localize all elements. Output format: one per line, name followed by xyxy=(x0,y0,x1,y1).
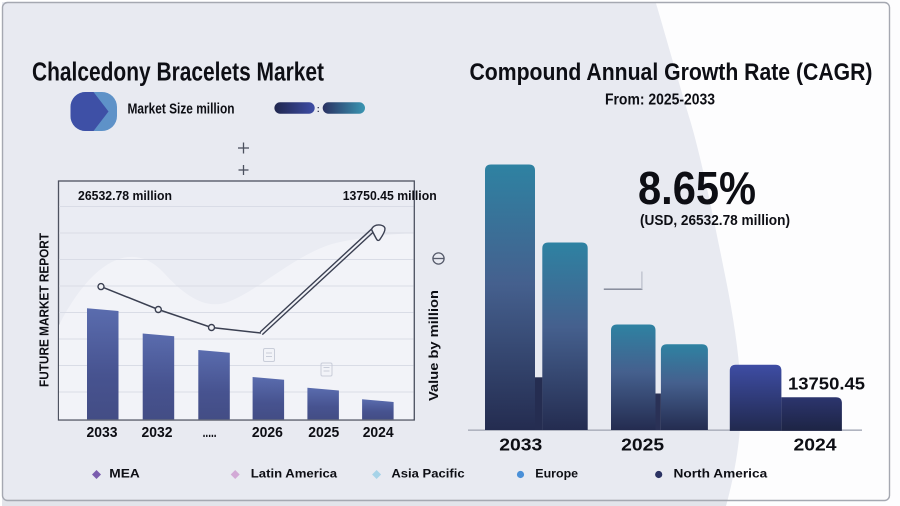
svg-text:Latin America: Latin America xyxy=(251,468,338,480)
svg-text:Market Size million: Market Size million xyxy=(128,100,235,117)
svg-text:Chalcedony Bracelets Market: Chalcedony Bracelets Market xyxy=(32,59,324,87)
svg-text:2032: 2032 xyxy=(142,424,173,441)
svg-text:Europe: Europe xyxy=(535,468,578,480)
svg-text:Asia Pacific: Asia Pacific xyxy=(391,468,465,480)
svg-text:From: 2025-2033: From: 2025-2033 xyxy=(605,92,715,109)
svg-text:North America: North America xyxy=(674,468,768,480)
svg-text:13750.45: 13750.45 xyxy=(788,373,865,393)
svg-text:26532.78 million: 26532.78 million xyxy=(78,188,172,203)
svg-text:FUTURE MARKET REPORT: FUTURE MARKET REPORT xyxy=(37,233,52,387)
svg-text:8.65%: 8.65% xyxy=(638,162,756,214)
svg-text:2026: 2026 xyxy=(252,424,283,441)
svg-text:2025: 2025 xyxy=(621,434,664,454)
svg-text:MEA: MEA xyxy=(109,468,140,480)
svg-text:Value by million: Value by million xyxy=(427,290,441,401)
svg-text:2024: 2024 xyxy=(363,424,395,441)
svg-text:2024: 2024 xyxy=(794,434,837,454)
svg-text:2033: 2033 xyxy=(499,434,542,454)
svg-text:2033: 2033 xyxy=(87,424,118,441)
svg-text:13750.45 million: 13750.45 million xyxy=(343,188,437,203)
svg-text:.....: ..... xyxy=(203,424,217,441)
svg-text:Compound Annual Growth Rate (C: Compound Annual Growth Rate (CAGR) xyxy=(470,59,873,86)
svg-text:2025: 2025 xyxy=(308,424,339,441)
svg-text::: : xyxy=(317,104,320,114)
svg-text:(USD, 26532.78 million): (USD, 26532.78 million) xyxy=(640,212,790,229)
